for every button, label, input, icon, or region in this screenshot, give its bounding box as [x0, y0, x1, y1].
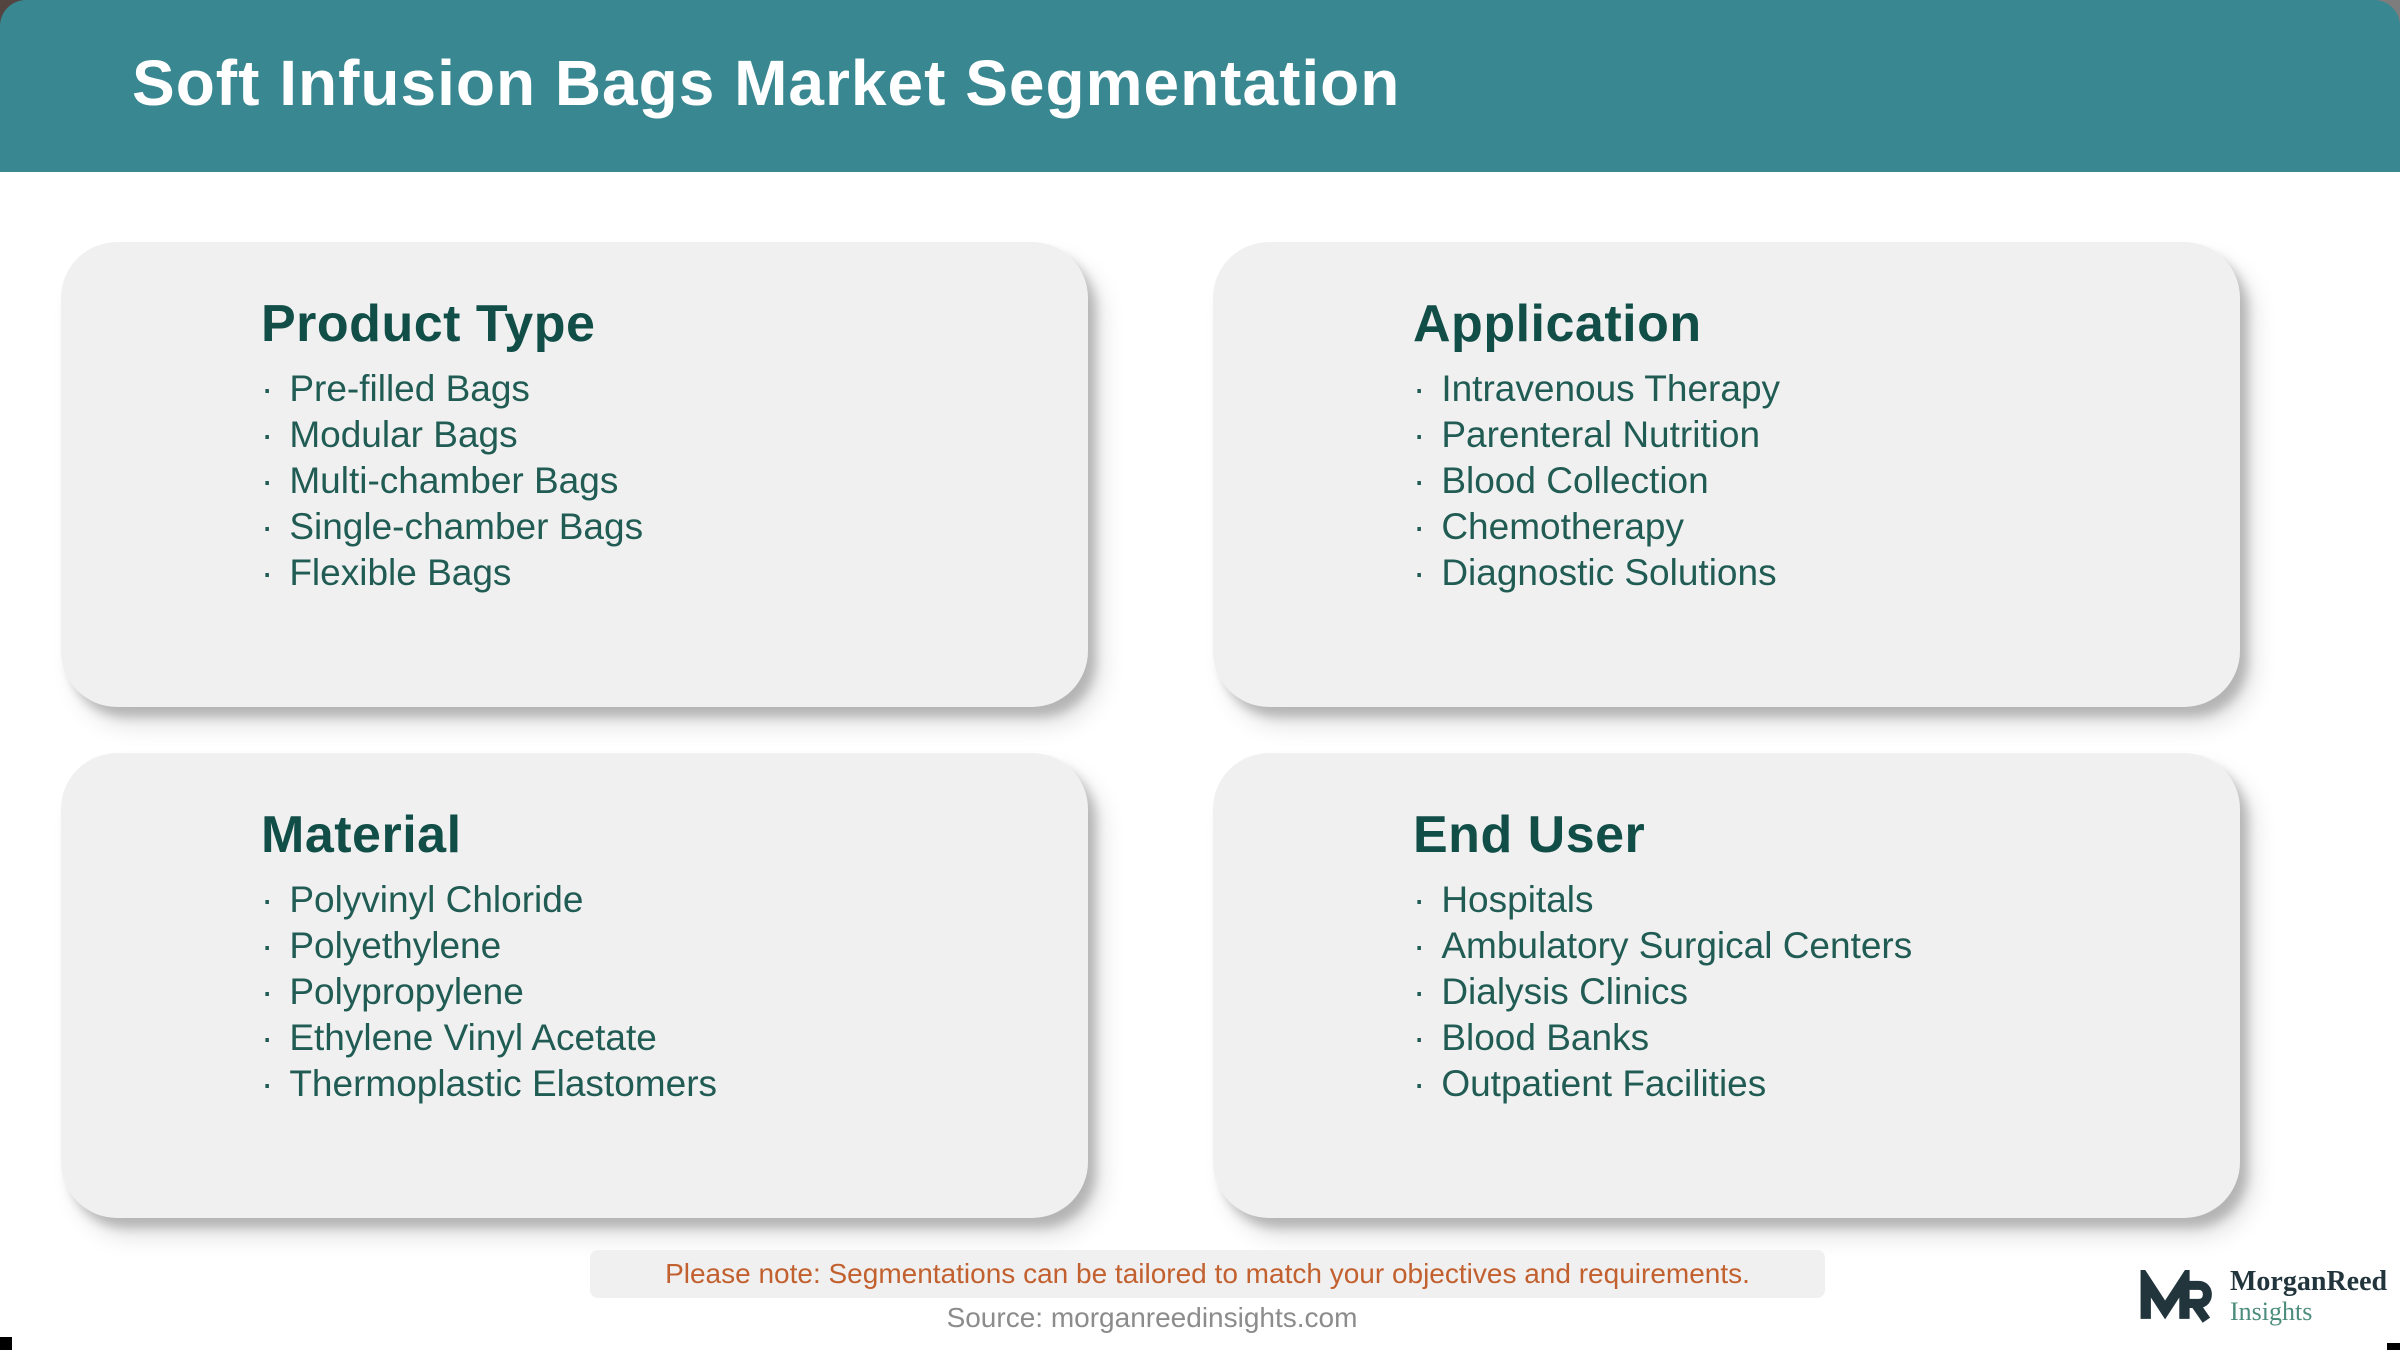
list-item-label: Multi-chamber Bags: [289, 460, 619, 501]
bullet-dot: ·: [1413, 460, 1426, 501]
list-item: · Dialysis Clinics: [1413, 969, 2200, 1015]
list-item: · Multi-chamber Bags: [261, 458, 1048, 504]
card-item-list: · Pre-filled Bags · Modular Bags · Multi-cham…: [261, 366, 1048, 596]
bullet-dot: ·: [1413, 1017, 1426, 1058]
bullet-dot: ·: [1413, 879, 1426, 920]
list-item: · Single-chamber Bags: [261, 504, 1048, 550]
list-item-label: Ethylene Vinyl Acetate: [289, 1017, 657, 1058]
list-item-label: Ambulatory Surgical Centers: [1441, 925, 1913, 966]
list-item: · Hospitals: [1413, 877, 2200, 923]
list-item-label: Intravenous Therapy: [1441, 368, 1781, 409]
list-item-label: Pre-filled Bags: [289, 368, 530, 409]
bullet-dot: ·: [261, 368, 274, 409]
list-item: · Polyethylene: [261, 923, 1048, 969]
bullet-dot: ·: [1413, 925, 1426, 966]
logo-name-secondary: Reed: [2326, 1266, 2388, 1297]
disclaimer-note-bar: Please note: Segmentations can be tailor…: [590, 1250, 1825, 1298]
list-item-label: Diagnostic Solutions: [1441, 552, 1777, 593]
list-item-label: Polyvinyl Chloride: [289, 879, 584, 920]
list-item: · Pre-filled Bags: [261, 366, 1048, 412]
list-item-label: Parenteral Nutrition: [1441, 414, 1761, 455]
list-item-label: Blood Collection: [1441, 460, 1709, 501]
morganreed-monogram-icon: [2140, 1269, 2212, 1323]
bullet-dot: ·: [261, 1063, 274, 1104]
list-item: · Blood Banks: [1413, 1015, 2200, 1061]
list-item: · Ethylene Vinyl Acetate: [261, 1015, 1048, 1061]
card-title: Application: [1413, 295, 1702, 353]
bullet-dot: ·: [261, 414, 274, 455]
card-item-list: · Polyvinyl Chloride · Polyethylene · Polypro…: [261, 877, 1048, 1107]
bullet-dot: ·: [261, 506, 274, 547]
logo-subtitle: Insights: [2230, 1297, 2313, 1326]
bullet-dot: ·: [261, 552, 274, 593]
bullet-dot: ·: [1413, 1063, 1426, 1104]
list-item: · Intravenous Therapy: [1413, 366, 2200, 412]
bullet-dot: ·: [1413, 506, 1426, 547]
bullet-dot: ·: [261, 971, 274, 1012]
list-item-label: Single-chamber Bags: [289, 506, 644, 547]
list-item: · Flexible Bags: [261, 550, 1048, 596]
list-item: · Polyvinyl Chloride: [261, 877, 1048, 923]
bullet-dot: ·: [261, 1017, 274, 1058]
screen-edge-artifact-bottom-right: [2387, 1343, 2400, 1350]
list-item: · Diagnostic Solutions: [1413, 550, 2200, 596]
card-item-list: · Intravenous Therapy · Parenteral Nutritio…: [1413, 366, 2200, 596]
logo-name-primary: Morgan: [2230, 1266, 2327, 1297]
list-item: · Blood Collection: [1413, 458, 2200, 504]
source-text: Source: morganreedinsights.com: [946, 1302, 1358, 1333]
list-item: · Polypropylene: [261, 969, 1048, 1015]
list-item: · Chemotherapy: [1413, 504, 2200, 550]
bullet-dot: ·: [261, 925, 274, 966]
card-application: Application · Intravenous Therapy · Parente…: [1213, 242, 2240, 707]
page-title: Soft Infusion Bags Market Segmentation: [132, 47, 1401, 119]
card-item-list: · Hospitals · Ambulatory Surgical Centers · D…: [1413, 877, 2200, 1107]
disclaimer-note-text: Please note: Segmentations can be tailor…: [665, 1258, 1750, 1289]
bullet-dot: ·: [1413, 368, 1426, 409]
card-title: End User: [1413, 806, 1646, 864]
list-item-label: Polypropylene: [289, 971, 524, 1012]
list-item-label: Dialysis Clinics: [1441, 971, 1689, 1012]
logo-name: MorganReed: [2230, 1268, 2387, 1296]
segmentation-grid: Product Type · Pre-filled Bags · Modular Ba…: [61, 242, 2240, 1218]
card-material: Material · Polyvinyl Chloride · Polyethylen…: [61, 753, 1088, 1218]
list-item: · Modular Bags: [261, 412, 1048, 458]
list-item-label: Hospitals: [1441, 879, 1594, 920]
screen-edge-artifact-bottom-left: [0, 1337, 12, 1350]
list-item-label: Outpatient Facilities: [1441, 1063, 1767, 1104]
bullet-dot: ·: [1413, 552, 1426, 593]
card-title: Material: [261, 806, 462, 864]
list-item-label: Modular Bags: [289, 414, 518, 455]
list-item: · Parenteral Nutrition: [1413, 412, 2200, 458]
morganreed-logo: MorganReed Insights: [2138, 1268, 2387, 1325]
bullet-dot: ·: [1413, 414, 1426, 455]
card-end-user: End User · Hospitals · Ambulatory Surgical …: [1213, 753, 2240, 1218]
list-item: · Outpatient Facilities: [1413, 1061, 2200, 1107]
bullet-dot: ·: [1413, 971, 1426, 1012]
list-item: · Ambulatory Surgical Centers: [1413, 923, 2200, 969]
card-title: Product Type: [261, 295, 596, 353]
list-item-label: Blood Banks: [1441, 1017, 1650, 1058]
bullet-dot: ·: [261, 460, 274, 501]
bullet-dot: ·: [261, 879, 274, 920]
list-item-label: Polyethylene: [289, 925, 502, 966]
list-item: · Thermoplastic Elastomers: [261, 1061, 1048, 1107]
list-item-label: Chemotherapy: [1441, 506, 1685, 547]
list-item-label: Flexible Bags: [289, 552, 512, 593]
card-product-type: Product Type · Pre-filled Bags · Modular Ba…: [61, 242, 1088, 707]
morganreed-logo-text: MorganReed Insights: [2230, 1268, 2387, 1325]
header-bar: Soft Infusion Bags Market Segmentation: [0, 0, 2400, 172]
list-item-label: Thermoplastic Elastomers: [289, 1063, 718, 1104]
